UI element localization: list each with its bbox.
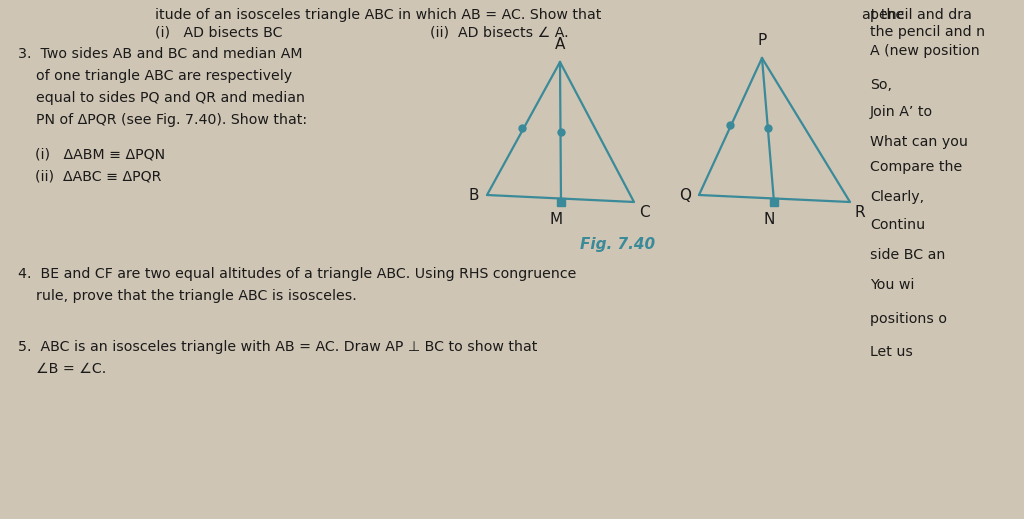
- Text: of one triangle ABC are respectively: of one triangle ABC are respectively: [18, 69, 292, 83]
- Text: Fig. 7.40: Fig. 7.40: [581, 237, 655, 252]
- Text: 3.  Two sides AB and BC and median AM: 3. Two sides AB and BC and median AM: [18, 47, 302, 61]
- Text: A (new position: A (new position: [870, 44, 980, 58]
- Text: rule, prove that the triangle ABC is isosceles.: rule, prove that the triangle ABC is iso…: [18, 289, 356, 303]
- Text: side BC an: side BC an: [870, 248, 945, 262]
- Text: P: P: [758, 33, 767, 48]
- Text: (i)   ΔABM ≡ ΔPQN: (i) ΔABM ≡ ΔPQN: [35, 148, 165, 162]
- Text: Compare the: Compare the: [870, 160, 963, 174]
- Text: Continu: Continu: [870, 218, 925, 232]
- Text: M: M: [550, 212, 562, 227]
- Text: (i)   AD bisects BC: (i) AD bisects BC: [155, 25, 283, 39]
- Text: equal to sides PQ and QR and median: equal to sides PQ and QR and median: [18, 91, 305, 105]
- Text: What can you: What can you: [870, 135, 968, 149]
- Text: positions o: positions o: [870, 312, 947, 326]
- Text: (ii)  AD bisects ∠ A.: (ii) AD bisects ∠ A.: [430, 25, 568, 39]
- Text: A: A: [555, 37, 565, 52]
- Text: pencil and dra: pencil and dra: [870, 8, 972, 22]
- Text: N: N: [763, 212, 775, 227]
- Text: 5.  ABC is an isosceles triangle with AB = AC. Draw AP ⊥ BC to show that: 5. ABC is an isosceles triangle with AB …: [18, 340, 538, 354]
- Text: 4.  BE and CF are two equal altitudes of a triangle ABC. Using RHS congruence: 4. BE and CF are two equal altitudes of …: [18, 267, 577, 281]
- Text: the pencil and n: the pencil and n: [870, 25, 985, 39]
- Text: B: B: [469, 187, 479, 202]
- Text: (ii)  ΔABC ≡ ΔPQR: (ii) ΔABC ≡ ΔPQR: [35, 170, 162, 184]
- Text: Let us: Let us: [870, 345, 912, 359]
- Text: Q: Q: [679, 187, 691, 202]
- Text: C: C: [639, 205, 649, 220]
- Text: R: R: [855, 205, 865, 220]
- Text: So,: So,: [870, 78, 892, 92]
- Text: Clearly,: Clearly,: [870, 190, 924, 204]
- Text: ∠B = ∠C.: ∠B = ∠C.: [18, 362, 106, 376]
- Text: You wi: You wi: [870, 278, 914, 292]
- Text: at the: at the: [862, 8, 904, 22]
- Text: Join A’ to: Join A’ to: [870, 105, 933, 119]
- Text: itude of an isosceles triangle ABC in which AB = AC. Show that: itude of an isosceles triangle ABC in wh…: [155, 8, 601, 22]
- Text: PN of ΔPQR (see Fig. 7.40). Show that:: PN of ΔPQR (see Fig. 7.40). Show that:: [18, 113, 307, 127]
